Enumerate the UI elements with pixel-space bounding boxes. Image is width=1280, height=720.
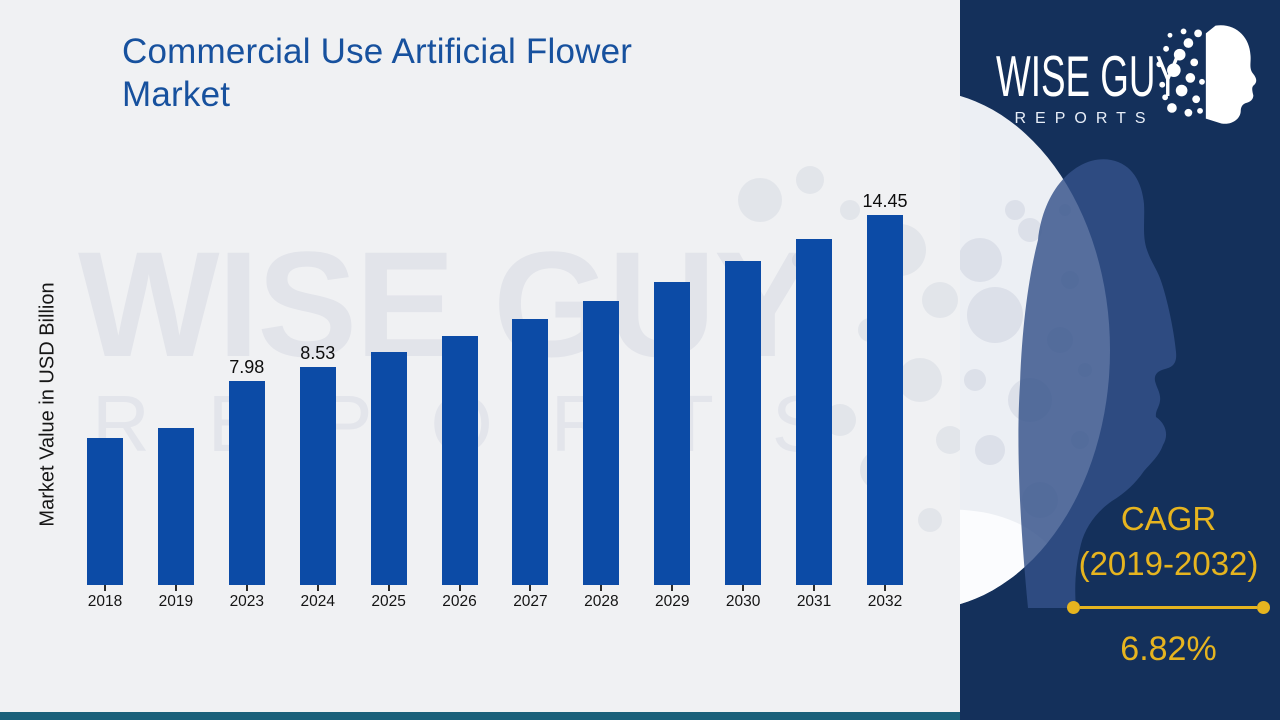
x-axis-tick — [883, 585, 886, 592]
x-axis-tick — [387, 585, 390, 592]
bar-slot-2025: 2025 — [369, 352, 409, 611]
x-tick-label-2027: 2027 — [513, 593, 548, 611]
x-tick-label-2026: 2026 — [442, 593, 477, 611]
bar-slot-2019: 2019 — [156, 428, 196, 611]
bar-2031 — [796, 238, 833, 586]
x-axis-tick — [671, 585, 674, 592]
x-tick-label-2025: 2025 — [371, 593, 406, 611]
brand-logo-subtext: REPORTS — [1014, 110, 1155, 127]
bar-value-label-2023: 7.98 — [229, 356, 265, 377]
x-axis-tick — [813, 585, 816, 592]
bar-2028 — [583, 300, 620, 586]
face-profile-watermark — [1018, 159, 1177, 608]
x-axis-tick — [104, 585, 106, 592]
bar-slot-2030: 2030 — [723, 260, 763, 611]
y-axis-label: Market Value in USD Billion — [36, 282, 59, 527]
bar-slot-2032: 14.45 2032 — [862, 191, 908, 611]
x-tick-label-2023: 2023 — [229, 593, 265, 611]
bar-slot-2023: 7.98 2023 — [227, 357, 267, 611]
bar-2030 — [725, 260, 762, 586]
divider-dot-right — [1257, 601, 1270, 614]
x-tick-label-2032: 2032 — [867, 593, 903, 611]
x-axis-tick — [174, 585, 177, 592]
bar-2029 — [654, 281, 691, 586]
x-axis-tick — [529, 585, 532, 592]
bar-2025 — [370, 352, 407, 586]
page-title: Commercial Use Artificial Flower Market — [122, 32, 633, 115]
bar-2026 — [441, 336, 478, 586]
x-tick-label-2031: 2031 — [796, 593, 832, 611]
x-axis-tick — [600, 585, 603, 592]
x-tick-label-2030: 2030 — [725, 593, 761, 611]
cagr-block: CAGR (2019-2032) 6.82% — [1065, 500, 1272, 669]
cagr-range: (2019-2032) — [1078, 545, 1259, 582]
x-axis-tick — [245, 585, 248, 592]
x-axis-tick — [458, 585, 461, 592]
bar-chart: 2018 2019 7.98 2023 8.53 2024 2025 2026 2027 2028… — [85, 171, 908, 611]
x-axis-tick — [742, 585, 745, 592]
cagr-value: 6.82% — [1120, 630, 1217, 668]
bar-slot-2031: 2031 — [794, 238, 834, 611]
bar-2027 — [512, 319, 549, 586]
x-tick-label-2018: 2018 — [87, 593, 123, 611]
x-tick-label-2028: 2028 — [584, 593, 619, 611]
bar-2018 — [87, 438, 123, 586]
bar-slot-2027: 2027 — [510, 319, 550, 611]
bar-2024 — [299, 366, 336, 586]
bar-slot-2024: 8.53 2024 — [298, 343, 338, 611]
bottom-accent-strip — [0, 712, 963, 720]
x-tick-label-2029: 2029 — [655, 593, 690, 611]
cagr-divider — [1067, 601, 1270, 614]
brand-logo: WISE GUY REPORTS — [975, 42, 1185, 128]
x-tick-label-2024: 2024 — [300, 593, 335, 611]
divider-dot-left — [1067, 601, 1080, 614]
bar-slot-2018: 2018 — [85, 438, 125, 611]
bar-slot-2029: 2029 — [652, 281, 692, 611]
brand-panel: WISE GUY REPORTS CAGR (2019-2032) 6. — [960, 0, 1280, 720]
brand-logo-wordmark: WISE GUY — [996, 43, 1181, 109]
bar-slot-2026: 2026 — [440, 336, 480, 611]
cagr-label: CAGR — [1120, 500, 1217, 537]
divider-line — [1080, 606, 1257, 609]
x-axis-tick — [316, 585, 319, 592]
bar-2032 — [866, 215, 903, 586]
bar-2023 — [228, 380, 265, 586]
bar-value-label-2032: 14.45 — [862, 191, 908, 212]
x-tick-label-2019: 2019 — [158, 593, 194, 611]
bar-value-label-2024: 8.53 — [300, 342, 336, 363]
bar-slot-2028: 2028 — [581, 300, 621, 611]
brand-logo-face-icon — [1156, 25, 1257, 124]
bar-2019 — [157, 428, 194, 586]
